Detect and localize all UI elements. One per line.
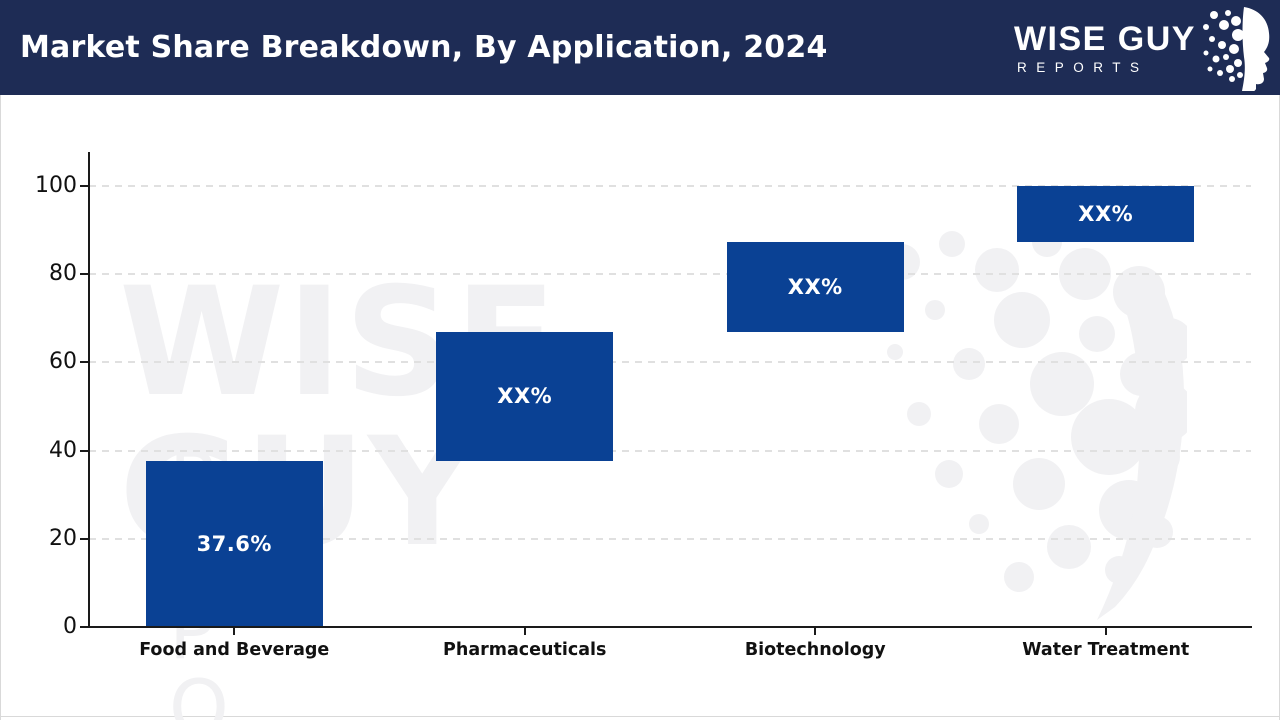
x-tick-mark	[1104, 628, 1107, 635]
logo-text: WISE GUY REPORTS	[1014, 22, 1196, 75]
y-tick-label: 0	[63, 614, 77, 639]
gridline	[89, 185, 1251, 187]
y-tick-mark	[80, 361, 89, 364]
x-tick-mark	[814, 628, 817, 635]
bar-value-label: XX%	[1078, 202, 1134, 227]
y-tick-label: 20	[49, 525, 77, 551]
bar-value-label: XX%	[497, 384, 553, 409]
header: Market Share Breakdown, By Application, …	[0, 0, 1280, 95]
logo-subtitle: REPORTS	[1016, 59, 1149, 75]
x-axis-label: Food and Beverage	[139, 640, 330, 660]
bar: XX%	[436, 331, 614, 462]
y-tick-mark	[80, 626, 89, 628]
wiseguy-logo: WISE GUY REPORTS	[1014, 4, 1272, 92]
bar-value-label: XX%	[787, 274, 843, 299]
bar: XX%	[1017, 186, 1195, 243]
y-tick-mark	[80, 273, 89, 276]
y-tick-mark	[80, 537, 89, 540]
y-tick-label: 100	[35, 173, 77, 198]
gridline	[89, 537, 1251, 540]
gridline	[89, 361, 1251, 364]
y-tick-mark	[80, 449, 89, 452]
logo-head-icon	[1203, 7, 1270, 91]
x-tick-mark	[523, 628, 526, 635]
y-tick-label: 60	[49, 349, 77, 375]
y-tick-label: 80	[49, 261, 77, 287]
x-axis-label: Water Treatment	[1022, 640, 1190, 660]
x-tick-mark	[233, 628, 236, 635]
x-axis-label: Pharmaceuticals	[443, 640, 607, 660]
bar: XX%	[726, 242, 904, 332]
x-axis-label: Biotechnology	[744, 640, 886, 660]
gridline	[89, 449, 1251, 452]
y-tick-label: 40	[49, 437, 77, 463]
gridline	[89, 273, 1251, 276]
bar-value-label: 37.6%	[196, 532, 272, 557]
x-axis-line	[88, 626, 1252, 628]
bar: 37.6%	[145, 461, 323, 627]
frame-bottom-line	[1, 716, 1279, 717]
chart-title: Market Share Breakdown, By Application, …	[20, 30, 828, 65]
watermark-head-icon	[884, 227, 1187, 620]
logo-wordmark: WISE GUY	[1013, 19, 1196, 58]
y-axis-line	[88, 152, 90, 628]
y-tick-mark	[80, 185, 89, 187]
